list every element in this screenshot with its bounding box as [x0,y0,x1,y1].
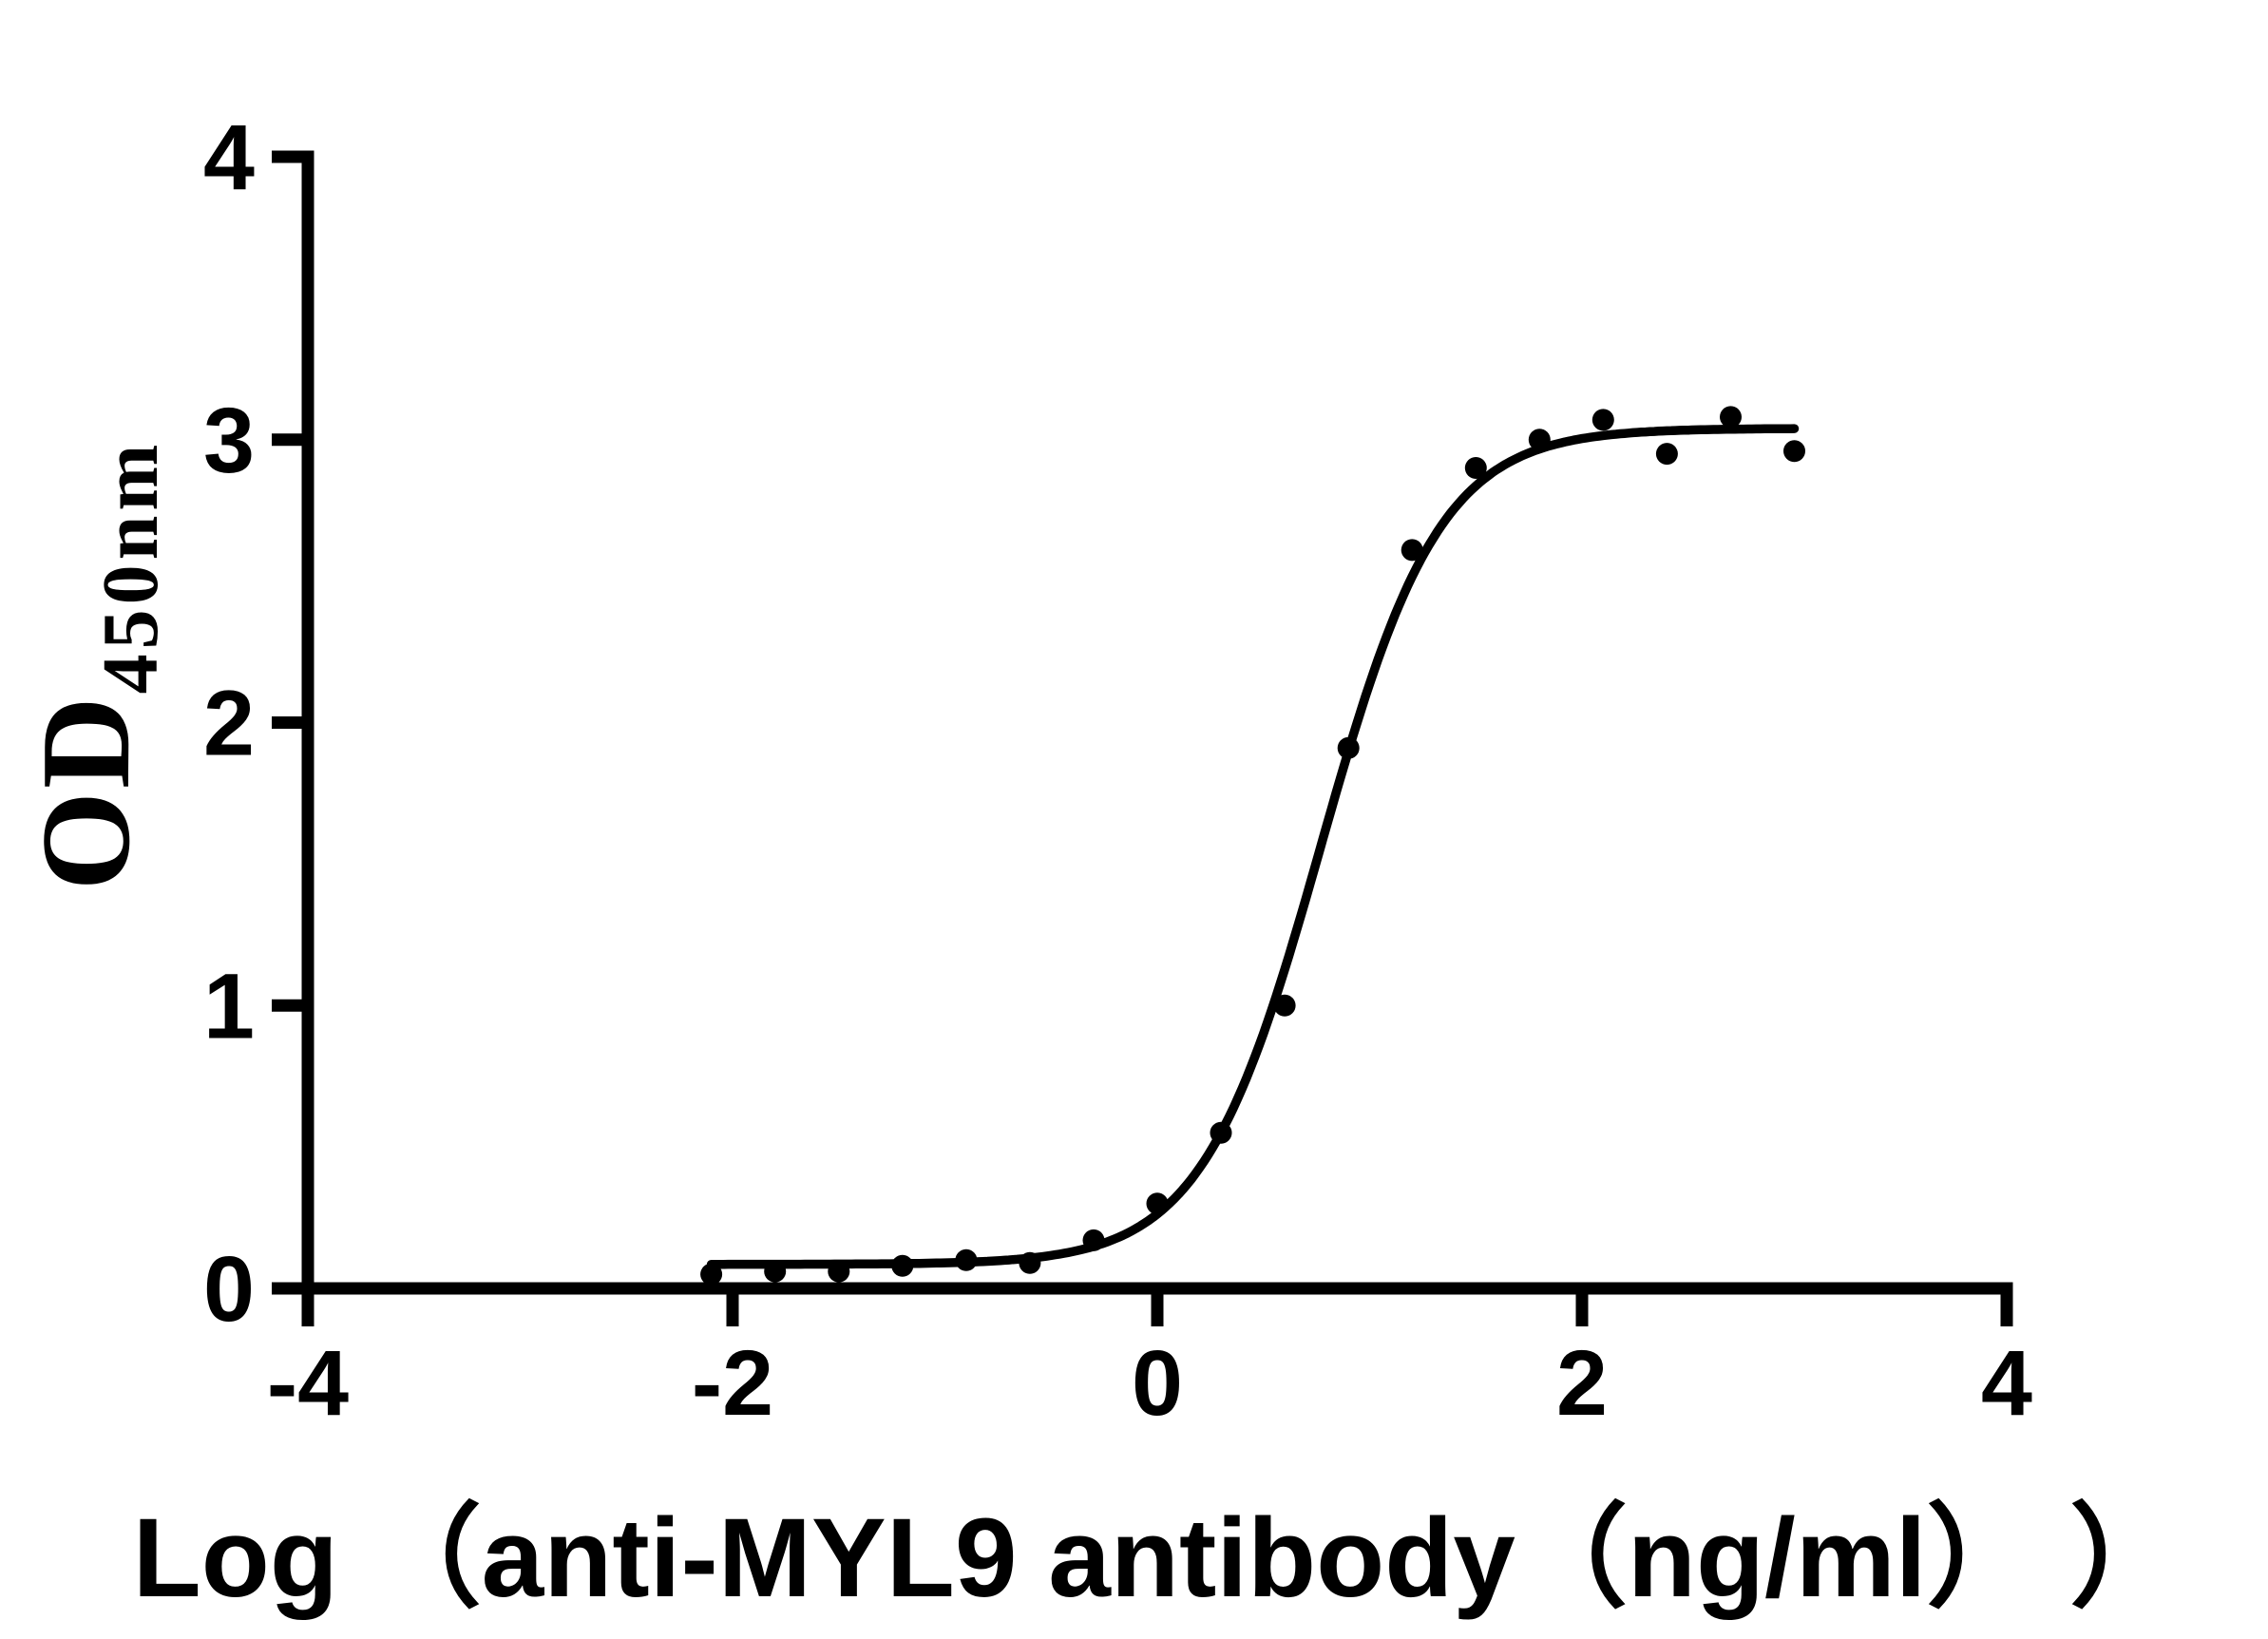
x-tick-labels: -4 -2 0 2 4 [267,1331,2032,1435]
y-axis-title: OD450nm [15,440,175,891]
data-point [828,1260,850,1283]
data-point [700,1263,723,1286]
y-tick-label: 0 [203,1237,255,1341]
x-tick-label: -2 [692,1331,773,1435]
data-point [1019,1251,1041,1274]
data-point [1273,994,1296,1017]
data-point [1082,1229,1105,1251]
data-point [1146,1192,1169,1215]
data-point [955,1248,978,1271]
data-point [764,1260,787,1283]
y-tick-label: 1 [203,954,255,1058]
y-tick-label: 3 [203,389,255,492]
x-tick-label: 2 [1556,1331,1608,1435]
data-point [1210,1121,1232,1144]
data-point [1591,409,1614,431]
y-axis-title-sub: 450nm [86,440,175,695]
y-tick-label: 4 [203,105,255,209]
y-axis: 0 1 2 3 4 [203,105,314,1341]
x-axis: -4 -2 0 2 4 [267,1282,2032,1435]
x-tick-label: -4 [267,1331,349,1435]
y-tick-labels: 0 1 2 3 4 [203,105,255,1341]
data-point [1337,736,1360,759]
data-point [1464,457,1487,479]
data-point [1655,443,1678,466]
data-points [700,406,1805,1286]
data-point [1401,539,1423,562]
x-axis-title: Log （anti-MYL9 antibody（ng/ml） ） [133,1496,2182,1621]
data-point [1528,429,1551,451]
data-point [891,1254,914,1277]
x-ticks [301,1294,2013,1326]
data-point [1720,406,1742,429]
y-axis-title-main: OD [15,694,156,890]
y-ticks [272,150,302,1295]
y-tick-label: 2 [203,672,255,775]
x-tick-label: 4 [1981,1331,2032,1435]
x-tick-label: 0 [1132,1331,1183,1435]
data-point [1783,440,1805,463]
dose-response-curve [706,424,1800,1269]
